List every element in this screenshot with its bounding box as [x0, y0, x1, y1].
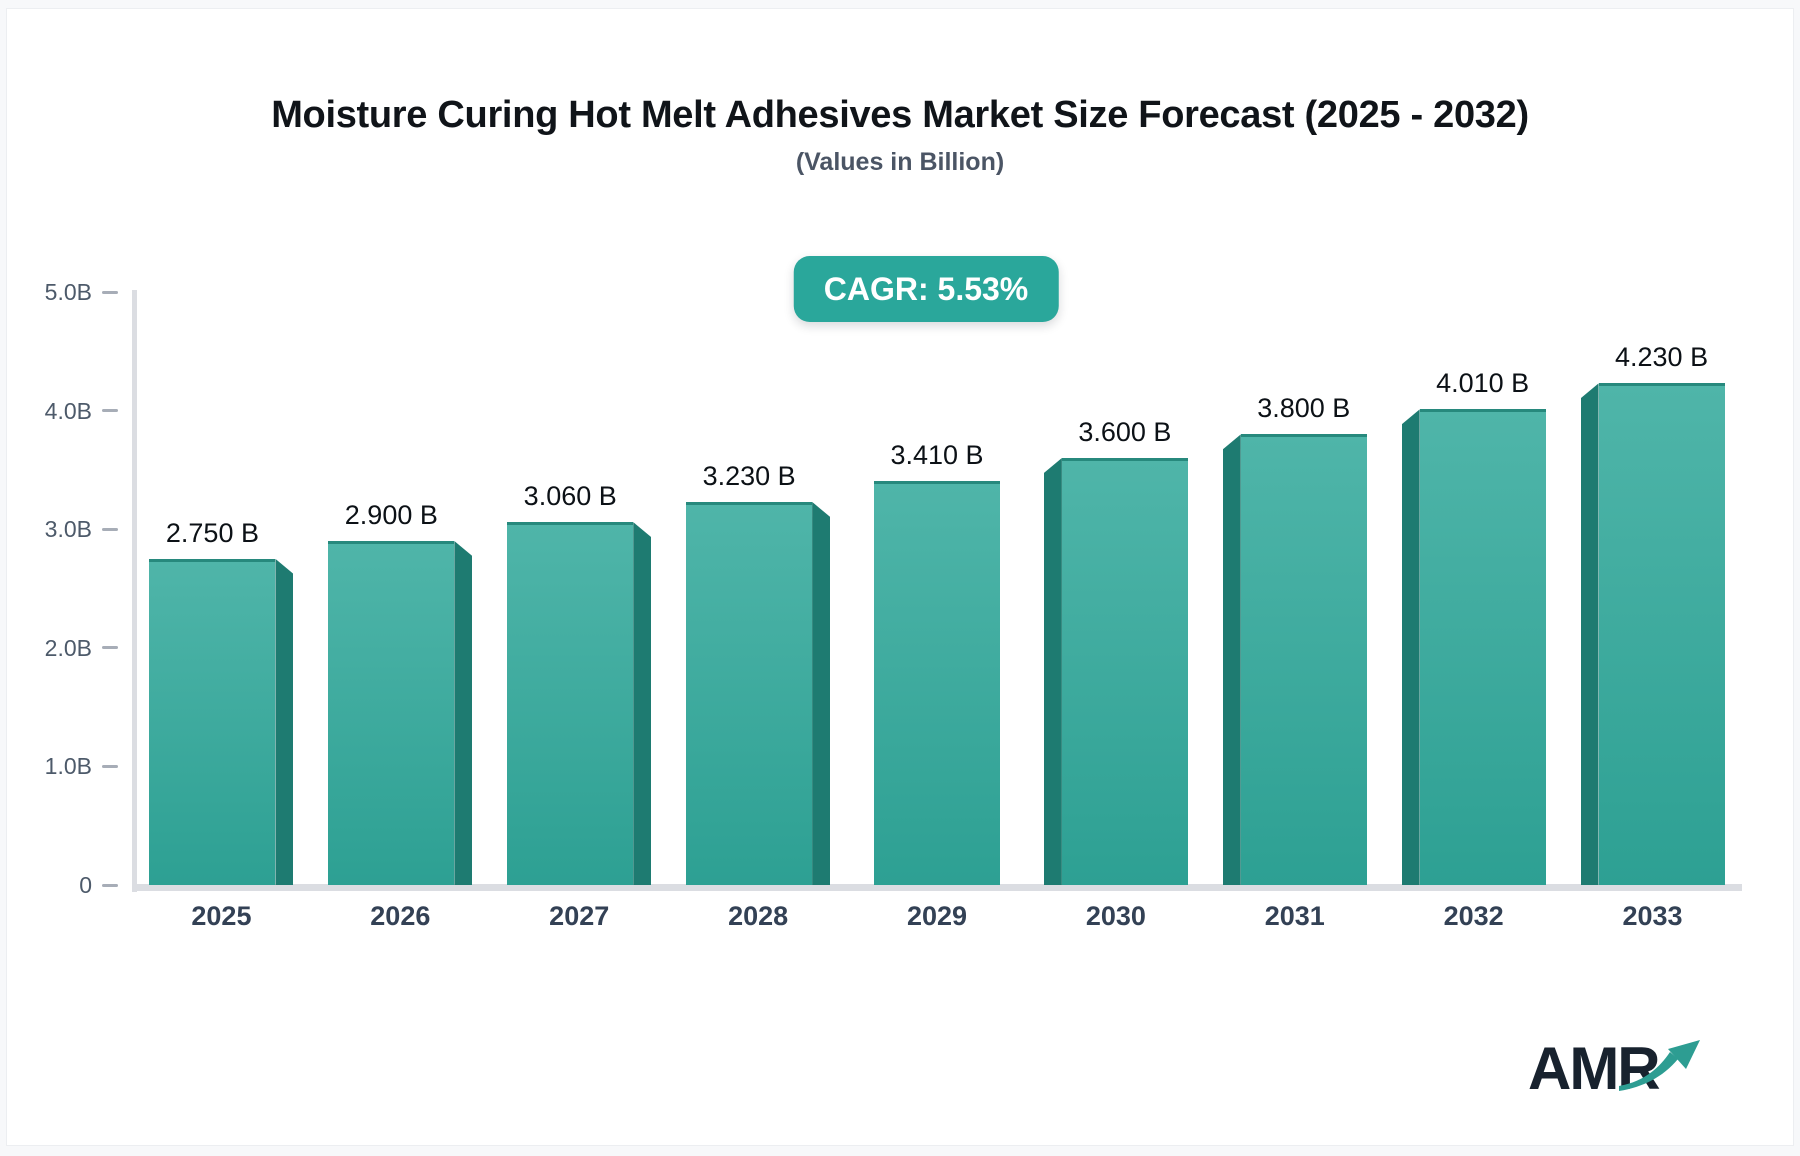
- y-axis-tick: [102, 290, 118, 294]
- bar: [686, 501, 813, 885]
- bar: [328, 541, 455, 885]
- bar: [874, 480, 1000, 885]
- y-axis-tick-label: 3.0B: [44, 516, 92, 543]
- bar: [1598, 383, 1725, 885]
- y-axis-line: [132, 290, 137, 892]
- bar: [507, 522, 634, 885]
- bar: [149, 558, 276, 885]
- bar-value-label: 3.410 B: [890, 439, 984, 470]
- x-axis-line: [132, 884, 1742, 891]
- x-axis-category-label: 2033: [1622, 901, 1683, 931]
- bar-value-label: 3.060 B: [523, 481, 617, 512]
- bar-value-label: 2.900 B: [344, 500, 438, 531]
- y-axis-tick: [102, 646, 118, 650]
- bar-value-label: 3.600 B: [1078, 417, 1172, 448]
- amr-logo: AMR: [1528, 1034, 1718, 1114]
- bar: [1419, 409, 1546, 885]
- bar-side-face: [454, 541, 473, 885]
- y-axis-tick: [102, 409, 118, 413]
- x-axis-category-label: 2026: [370, 901, 431, 931]
- bar-value-label: 4.230 B: [1615, 342, 1709, 373]
- x-axis-category-label: 2027: [549, 901, 610, 931]
- y-axis-tick-label: 2.0B: [44, 634, 92, 661]
- y-axis-tick-label: 1.0B: [44, 753, 92, 780]
- x-axis-category-label: 2025: [191, 901, 252, 931]
- y-axis-tick-label: 5.0B: [44, 279, 92, 305]
- x-axis-category-label: 2029: [906, 901, 968, 931]
- trend-arrow-icon: [1619, 1040, 1700, 1091]
- bar: [1061, 458, 1188, 885]
- y-axis-tick: [102, 764, 118, 768]
- page-title: Moisture Curing Hot Melt Adhesives Marke…: [271, 94, 1529, 136]
- y-axis-tick-label: 4.0B: [44, 397, 92, 424]
- x-axis-category-label: 2031: [1264, 901, 1325, 931]
- bar: [1240, 434, 1367, 885]
- cagr-badge: CAGR: 5.53%: [793, 256, 1059, 322]
- y-axis-tick: [102, 883, 118, 887]
- bar-value-label: 2.750 B: [165, 517, 259, 548]
- bar-side-face: [275, 558, 294, 885]
- bar-side-face: [1043, 458, 1062, 885]
- bar-side-face: [1580, 383, 1599, 885]
- x-axis-category-label: 2032: [1443, 901, 1504, 931]
- bar-side-face: [633, 522, 652, 885]
- bar-value-label: 3.230 B: [702, 460, 796, 491]
- amr-logo-text: AMR: [1528, 1035, 1661, 1102]
- page-subtitle: (Values in Billion): [795, 148, 1005, 176]
- x-axis-category-label: 2030: [1085, 901, 1146, 931]
- x-axis-category-label: 2028: [728, 901, 789, 931]
- bar-side-face: [1401, 409, 1420, 885]
- bar-side-face: [1222, 434, 1241, 885]
- y-axis-tick: [102, 527, 118, 531]
- y-axis-tick-label: 0: [79, 872, 92, 898]
- bar-side-face: [812, 501, 831, 885]
- bar-value-label: 4.010 B: [1436, 368, 1530, 399]
- bar-value-label: 3.800 B: [1257, 393, 1351, 424]
